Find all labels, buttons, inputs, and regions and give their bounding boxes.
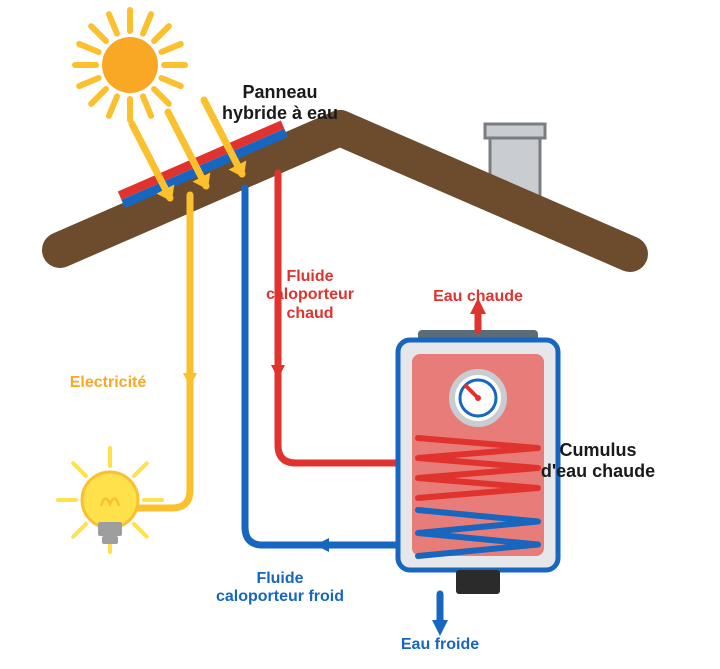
label-cold_water: Eau froide — [320, 636, 560, 654]
pipe-cold-fluid — [245, 188, 398, 545]
label-cumulus: Cumulusd'eau chaude — [478, 440, 718, 481]
roof-right — [340, 128, 630, 254]
label-panel: Panneauhybride à eau — [160, 82, 400, 123]
roof-left — [60, 128, 340, 250]
label-electricity: Electricité — [0, 374, 228, 392]
lightbulb-icon — [82, 472, 138, 528]
label-cold_fluid: Fluidecaloporteur froid — [160, 570, 400, 607]
label-hot_water: Eau chaude — [358, 288, 598, 306]
sun-icon — [102, 37, 158, 93]
